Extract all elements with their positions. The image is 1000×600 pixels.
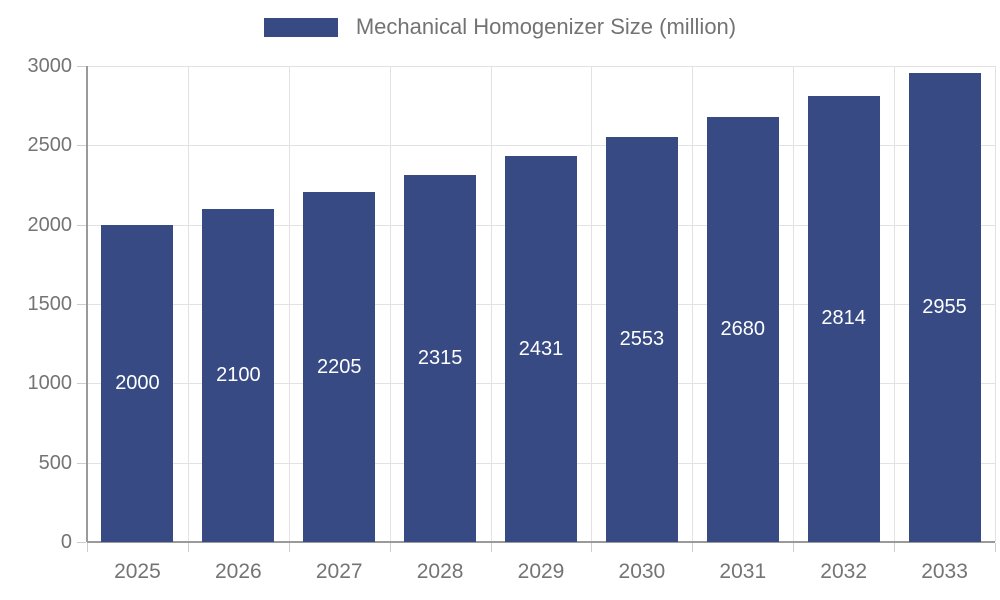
gridline-vertical [490, 66, 492, 542]
bar-2029[interactable]: 2431 [505, 156, 577, 542]
x-axis-tick [692, 543, 694, 552]
bar-2027[interactable]: 2205 [303, 192, 376, 542]
y-axis-label: 2000 [27, 213, 73, 236]
x-axis-label-2026: 2026 [214, 560, 262, 583]
x-axis-tick [288, 543, 290, 552]
y-axis-tick [77, 66, 86, 67]
y-axis-tick [77, 224, 86, 226]
bar-value-label: 2814 [821, 307, 866, 330]
legend-label[interactable]: Mechanical Homogenizer Size (million) [355, 14, 737, 39]
y-axis-label: 1000 [27, 372, 73, 395]
x-axis-label-2027: 2027 [315, 560, 363, 583]
bar-value-label: 2680 [720, 317, 766, 340]
bar-value-label: 2955 [922, 296, 967, 319]
legend-swatch[interactable] [263, 17, 338, 37]
x-axis-label-2033: 2033 [921, 560, 968, 583]
y-axis-line [86, 66, 88, 542]
gridline-vertical [894, 66, 896, 542]
y-axis-label: 3000 [27, 55, 73, 77]
bar-2032[interactable]: 2814 [807, 95, 880, 542]
bar-value-label: 2205 [316, 355, 362, 378]
gridline-horizontal [87, 145, 995, 147]
gridline-vertical [692, 66, 694, 542]
bar-2025[interactable]: 2000 [101, 224, 174, 542]
bar-2030[interactable]: 2553 [605, 136, 678, 542]
x-axis-label-2031: 2031 [719, 560, 767, 583]
legend[interactable]: Mechanical Homogenizer Size (million) [0, 14, 1000, 40]
x-axis-tick [995, 543, 996, 552]
bar-2028[interactable]: 2315 [404, 174, 477, 542]
gridline-vertical [995, 66, 996, 542]
y-axis-label: 1500 [27, 293, 73, 315]
x-axis-tick [490, 543, 492, 552]
x-axis-label-2030: 2030 [618, 560, 666, 583]
y-axis-tick [77, 145, 86, 147]
bar-value-label: 2000 [115, 371, 160, 394]
bar-value-label: 2431 [518, 337, 564, 360]
x-axis-label-2032: 2032 [820, 560, 868, 583]
y-axis-label: 500 [38, 451, 72, 474]
x-axis-label-2029: 2029 [517, 560, 565, 583]
y-axis-tick [77, 542, 86, 543]
x-axis-line [87, 541, 995, 543]
gridline-vertical [389, 66, 391, 542]
y-axis-tick [77, 462, 86, 464]
bar-2026[interactable]: 2100 [202, 208, 275, 542]
gridline-vertical [187, 66, 189, 542]
x-axis-tick [793, 543, 795, 552]
y-axis-label: 2500 [27, 134, 73, 157]
plot-area: 2000 2100 2205 2315 2431 2553 2680 2814 2955 [86, 66, 996, 543]
bar-value-label: 2553 [619, 327, 665, 350]
y-axis-tick [77, 383, 86, 385]
y-axis-tick [77, 304, 86, 305]
bar-value-label: 2100 [216, 363, 261, 386]
bar-value-label: 2315 [417, 346, 463, 369]
x-axis-tick [894, 543, 896, 552]
x-axis-label-2025: 2025 [114, 560, 161, 583]
x-axis-tick [187, 543, 189, 552]
y-axis-label: 0 [60, 531, 72, 553]
x-axis-tick [389, 543, 391, 552]
gridline-vertical [288, 66, 290, 542]
x-axis-tick [591, 543, 593, 552]
bar-2031[interactable]: 2680 [706, 116, 779, 542]
gridline-vertical [793, 66, 795, 542]
gridline-vertical [591, 66, 593, 542]
x-axis-tick [87, 543, 88, 552]
gridline-horizontal [87, 66, 995, 67]
bar-2033[interactable]: 2955 [908, 73, 981, 542]
x-axis-label-2028: 2028 [416, 560, 464, 583]
